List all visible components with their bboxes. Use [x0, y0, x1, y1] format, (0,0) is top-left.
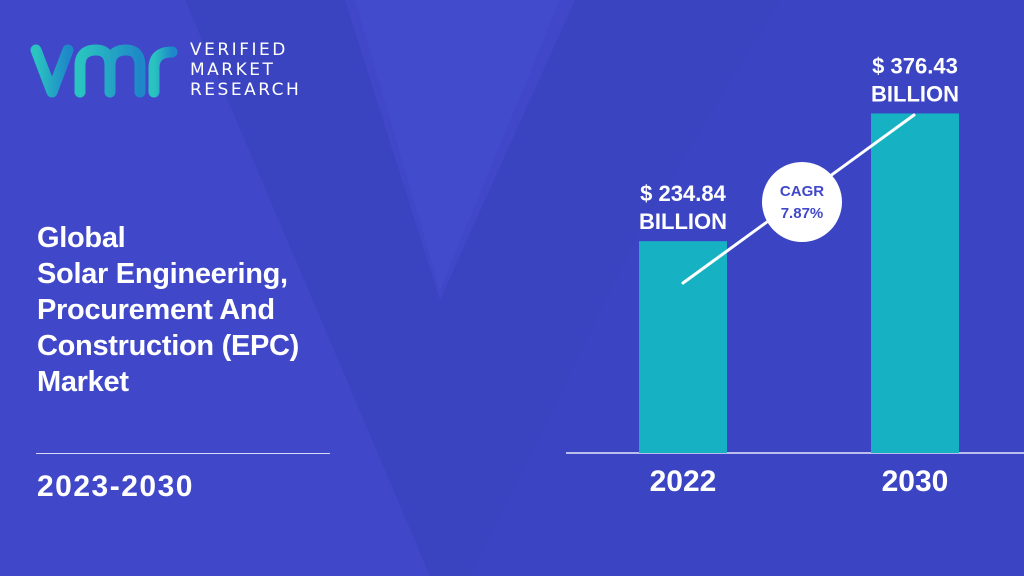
- brand-logo: VERIFIED MARKET RESEARCH: [30, 38, 320, 108]
- value-label-amount-2030: $ 376.43: [872, 53, 958, 78]
- report-title: Global Solar Engineering, Procurement An…: [37, 220, 357, 400]
- cagr-value: 7.87%: [781, 205, 824, 222]
- title-line-2: Solar Engineering,: [37, 258, 288, 290]
- brand-line-2: MARKET: [190, 60, 276, 80]
- value-label-unit-2030: BILLION: [871, 81, 959, 106]
- cagr-badge: [762, 162, 842, 242]
- title-divider: [36, 453, 330, 454]
- title-line-5: Market: [37, 366, 129, 398]
- brand-line-1: VERIFIED: [190, 40, 288, 60]
- title-line-1: Global: [37, 222, 126, 254]
- cagr-label: CAGR: [780, 183, 824, 200]
- bar-2030: [871, 113, 959, 453]
- bar-2022: [639, 241, 727, 453]
- x-tick-2022: 2022: [650, 465, 717, 498]
- vmr-logo-icon: [30, 44, 178, 98]
- brand-name: VERIFIED MARKET RESEARCH: [190, 40, 301, 100]
- value-label-unit-2022: BILLION: [639, 209, 727, 234]
- title-line-4: Construction (EPC): [37, 330, 300, 362]
- value-label-amount-2022: $ 234.84: [640, 181, 726, 206]
- forecast-period: 2023-2030: [37, 470, 194, 503]
- x-tick-2030: 2030: [882, 465, 949, 498]
- brand-line-3: RESEARCH: [190, 80, 302, 100]
- title-line-3: Procurement And: [37, 294, 275, 326]
